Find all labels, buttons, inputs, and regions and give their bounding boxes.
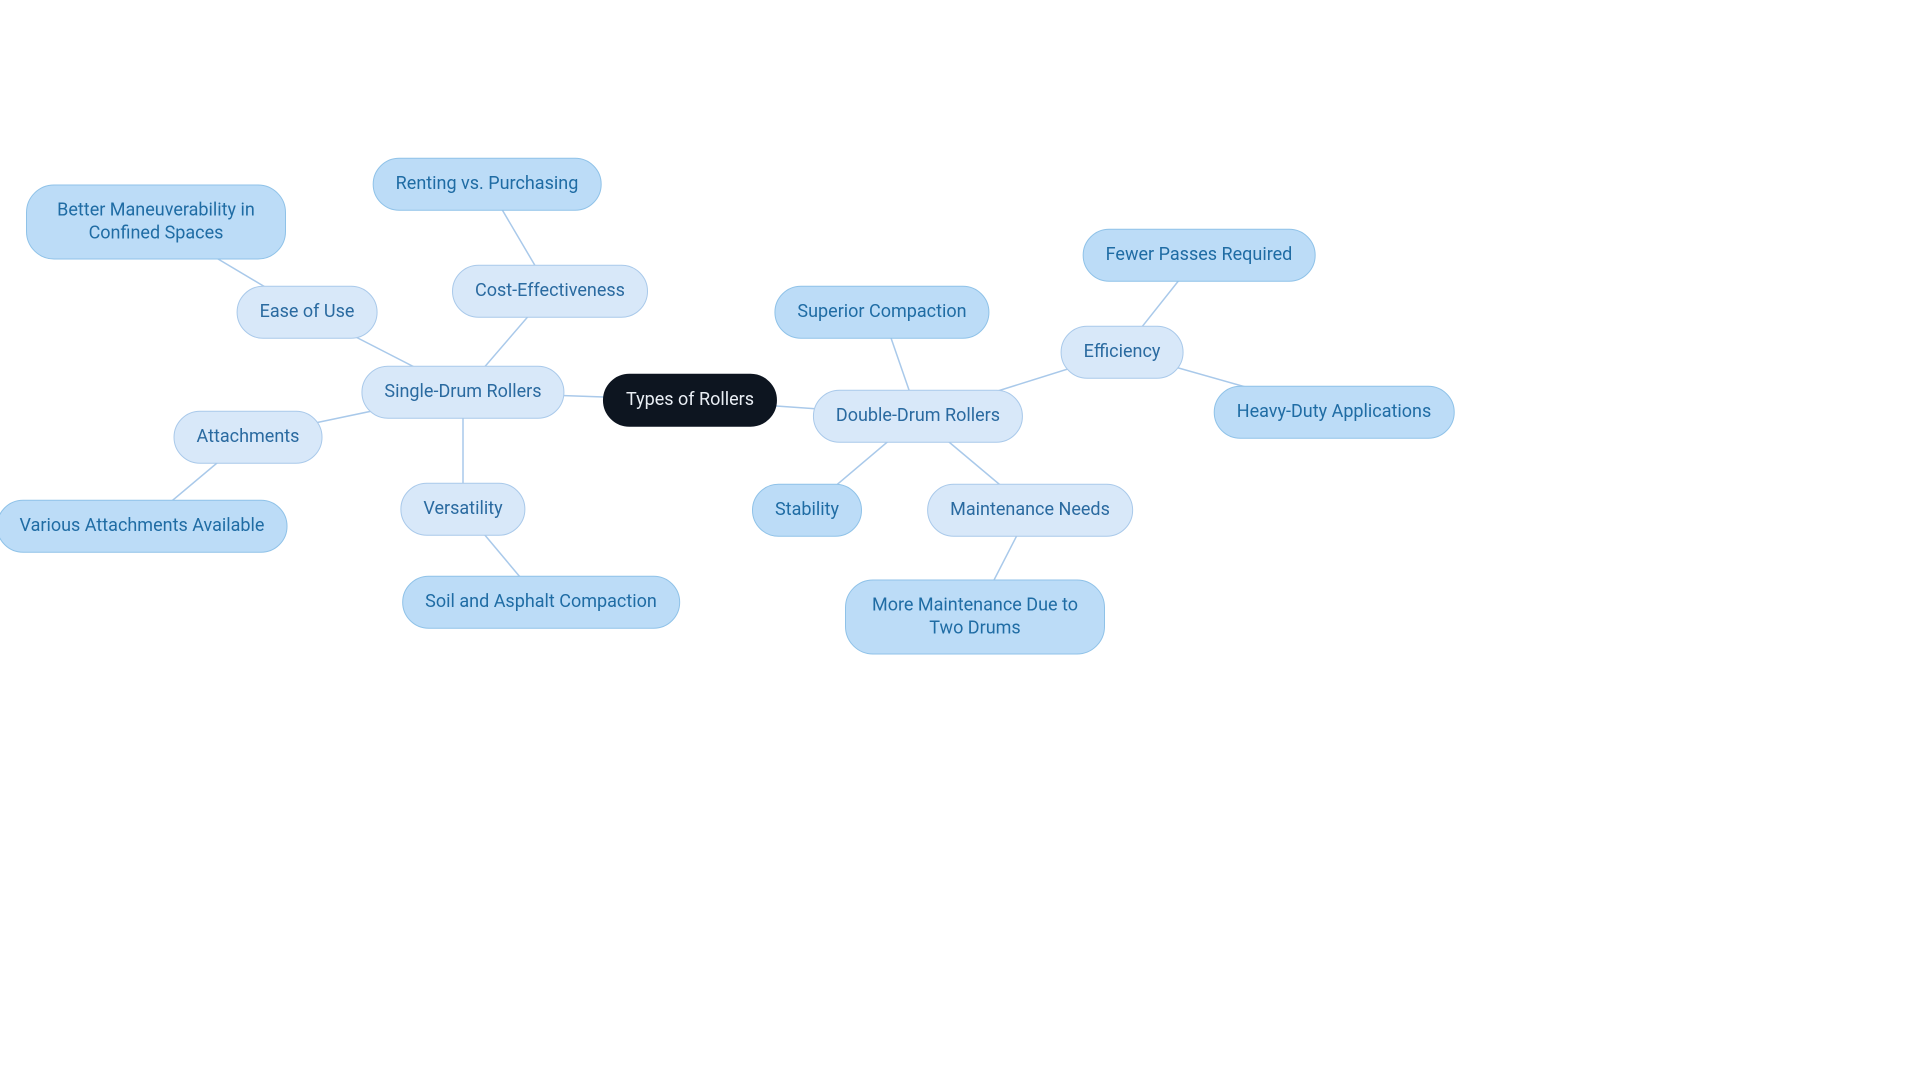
node-stability: Stability xyxy=(752,484,862,537)
node-fewer-passes: Fewer Passes Required xyxy=(1083,229,1316,282)
node-heavy-duty: Heavy-Duty Applications xyxy=(1214,386,1455,439)
node-cost-effectiveness: Cost-Effectiveness xyxy=(452,265,648,318)
node-better-maneuverability: Better Maneuverability in Confined Space… xyxy=(26,185,286,260)
node-more-maintenance: More Maintenance Due to Two Drums xyxy=(845,580,1105,655)
node-versatility: Versatility xyxy=(400,483,525,536)
node-single-drum: Single-Drum Rollers xyxy=(361,366,564,419)
node-renting-vs-purchasing: Renting vs. Purchasing xyxy=(373,158,602,211)
node-attachments: Attachments xyxy=(174,411,323,464)
node-superior-compaction: Superior Compaction xyxy=(774,286,989,339)
node-ease-of-use: Ease of Use xyxy=(237,286,378,339)
node-root: Types of Rollers xyxy=(603,374,777,427)
edge-layer xyxy=(0,0,1920,1083)
node-soil-asphalt-compaction: Soil and Asphalt Compaction xyxy=(402,576,680,629)
node-efficiency: Efficiency xyxy=(1061,326,1184,379)
node-various-attachments: Various Attachments Available xyxy=(0,500,287,553)
node-double-drum: Double-Drum Rollers xyxy=(813,390,1023,443)
node-maintenance-needs: Maintenance Needs xyxy=(927,484,1133,537)
